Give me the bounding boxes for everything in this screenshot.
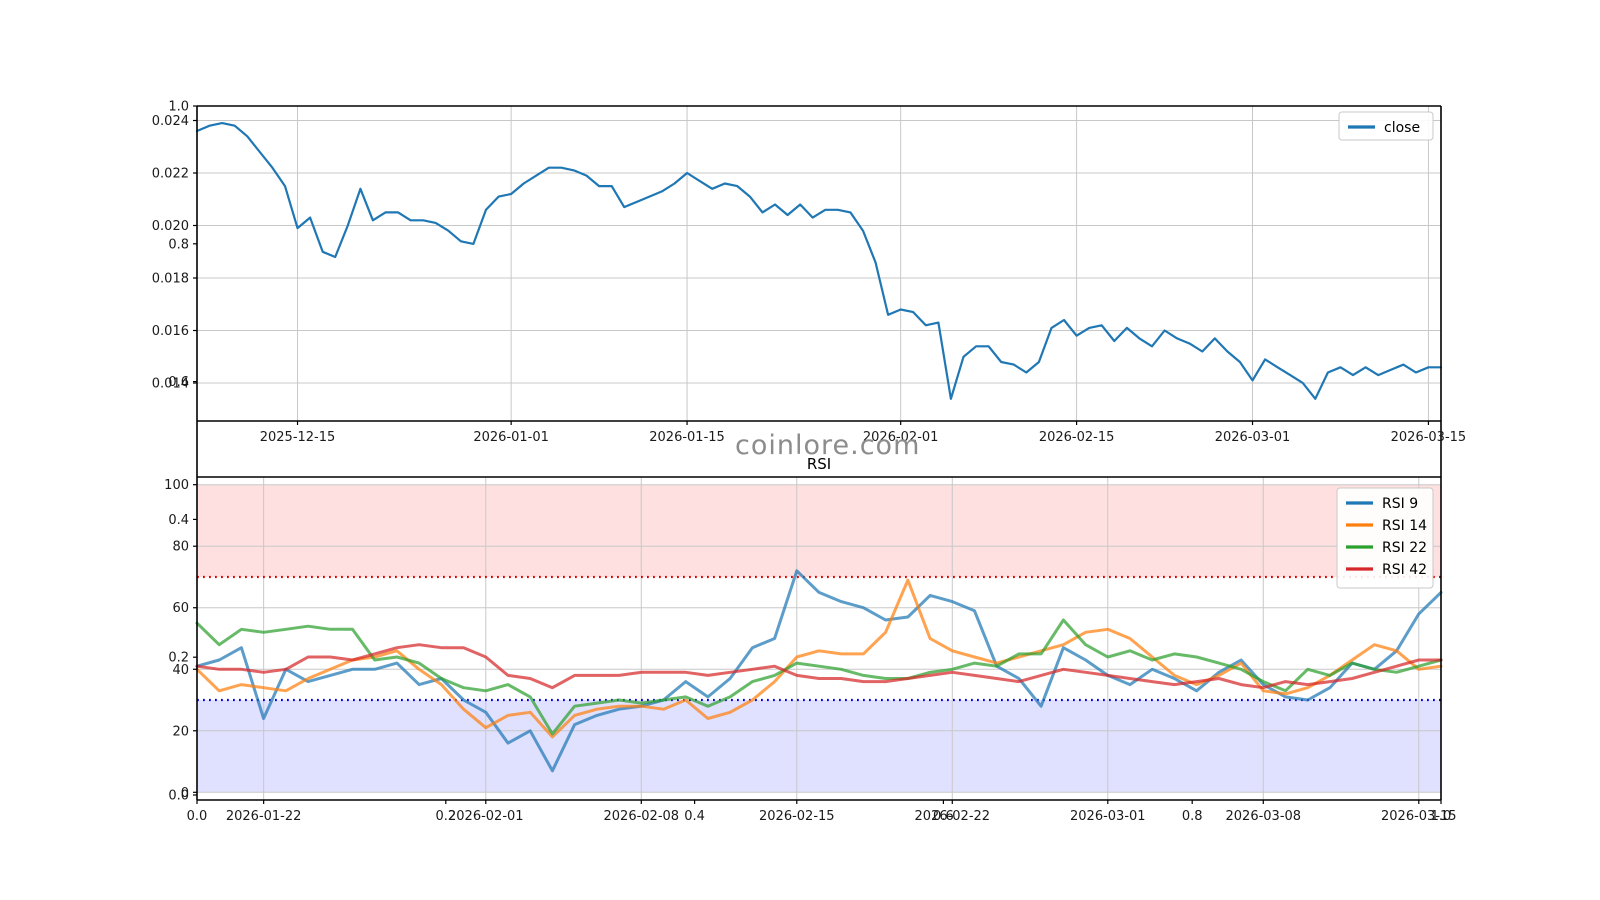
rsi-xtick-label: 2026-01-22 (226, 809, 302, 824)
rsi-ytick-label: 20 (172, 724, 189, 739)
rsi-ytick-label: 80 (172, 540, 189, 555)
overlay-xtick-label: 0.4 (684, 809, 705, 824)
rsi-42-line (195, 643, 1443, 690)
rsi-xtick-label: 2026-02-15 (759, 809, 835, 824)
rsi-xtick-label: 2026-03-01 (1070, 809, 1146, 824)
oversold-band (197, 700, 1441, 793)
price-xtick-label: 2026-02-01 (863, 430, 939, 445)
rsi-22-line (195, 618, 1443, 736)
price-xtick-label: 2026-02-15 (1039, 430, 1115, 445)
rsi-ytick-label: 0 (181, 786, 189, 801)
overlay-xtick-label: 0.8 (1182, 809, 1203, 824)
rsi-ytick-label: 100 (164, 478, 189, 493)
rsi-chart-title: RSI (806, 455, 832, 473)
rsi-xtick-label: 2026-02-22 (915, 809, 991, 824)
price-ytick-label: 0.014 (152, 377, 189, 392)
price-ytick-label: 0.022 (152, 167, 189, 182)
rsi-xtick-label: 2026-03-15 (1381, 809, 1457, 824)
rsi-xtick-label: 2026-02-01 (448, 809, 524, 824)
overlay-ytick-label: 0.8 (168, 237, 189, 252)
price-ytick-label: 0.016 (152, 324, 189, 339)
overlay-xtick-label: 0.0 (187, 809, 208, 824)
price-xtick-label: 2026-01-15 (649, 430, 725, 445)
rsi-9-line (195, 569, 1443, 773)
rsi-xtick-label: 2026-02-08 (604, 809, 680, 824)
price-xtick-label: 2026-01-01 (473, 430, 549, 445)
price-xtick-label: 2026-03-01 (1215, 430, 1291, 445)
rsi-ytick-label: 40 (172, 663, 189, 678)
price-ytick-label: 0.018 (152, 272, 189, 287)
close-line (195, 121, 1443, 400)
watermark: coinlore.com (735, 430, 921, 461)
rsi-legend-label: RSI 42 (1382, 562, 1427, 578)
rsi-ytick-label: 60 (172, 601, 189, 616)
overlay-xtick-label: 1.0 (1431, 809, 1452, 824)
overlay-ytick-label: 0.6 (168, 375, 189, 390)
overlay-xtick-label: 0.6 (933, 809, 954, 824)
price-ytick-label: 0.020 (152, 219, 189, 234)
price-ytick-label: 0.024 (152, 114, 189, 129)
overbought-band (197, 484, 1441, 577)
rsi-legend-label: RSI 14 (1382, 518, 1427, 534)
rsi-legend-label: RSI 9 (1382, 496, 1418, 512)
overlay-xtick-label: 0.2 (435, 809, 456, 824)
rsi-legend-label: RSI 22 (1382, 540, 1427, 556)
overlay-ytick-label: 0.2 (168, 651, 189, 666)
overlay-ytick-label: 0.4 (168, 513, 189, 528)
overlay-ytick-label: 0.0 (168, 789, 189, 804)
rsi-legend-box (1336, 487, 1434, 589)
price-legend-label: close (1384, 120, 1420, 136)
price-legend-box (1338, 111, 1434, 141)
overlay-ytick-label: 1.0 (168, 100, 189, 115)
rsi-xtick-label: 2026-03-08 (1226, 809, 1302, 824)
price-xtick-label: 2025-12-15 (260, 430, 336, 445)
price-xtick-label: 2026-03-15 (1391, 430, 1467, 445)
